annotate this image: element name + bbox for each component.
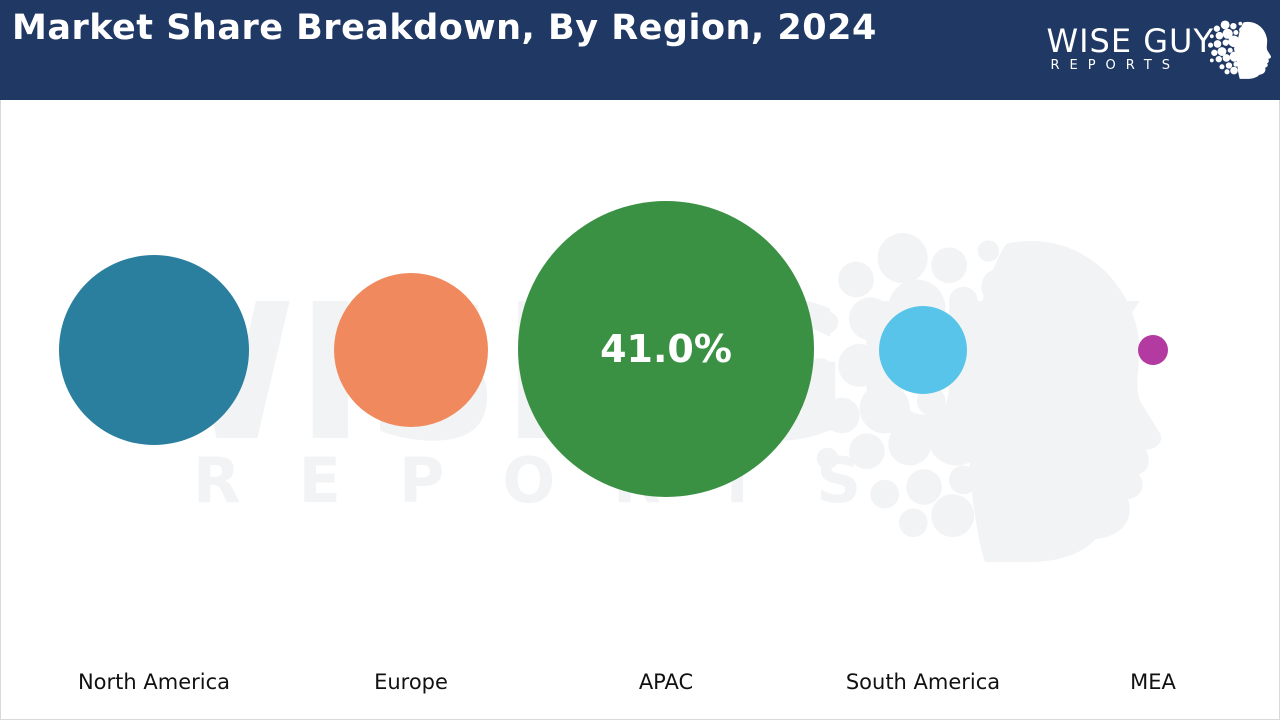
watermark-subtitle: REPORTS [193,444,919,517]
logo-text: WISE GUY REPORTS [1046,21,1214,74]
header-bar: Market Share Breakdown, By Region, 2024 … [0,0,1280,100]
dotted-head-icon [1208,9,1274,89]
logo-wordmark: WISE GUY [1046,21,1214,60]
category-label-europe: Europe [374,670,448,694]
wise-guy-reports-logo: WISE GUY REPORTS [1046,9,1274,89]
page-title: Market Share Breakdown, By Region, 2024 [12,8,877,48]
logo-subtitle: REPORTS [1050,58,1181,74]
bubble-chart: WISE GUY REPORTS 41.0% North AmericaEuro… [0,100,1280,720]
category-label-north-america: North America [77,670,231,694]
category-label-mea: MEA [1130,670,1176,694]
category-label-south-america: South America [845,670,1001,694]
bubble-mea [1138,335,1168,365]
watermark-head-icon [806,233,1162,563]
bubble-apac: 41.0% [518,201,814,497]
bubble-south-america [879,306,967,394]
category-label-apac: APAC [638,670,694,694]
bubble-north-america [59,255,249,445]
bubble-value-label: 41.0% [600,327,732,371]
bubble-europe [334,273,488,427]
